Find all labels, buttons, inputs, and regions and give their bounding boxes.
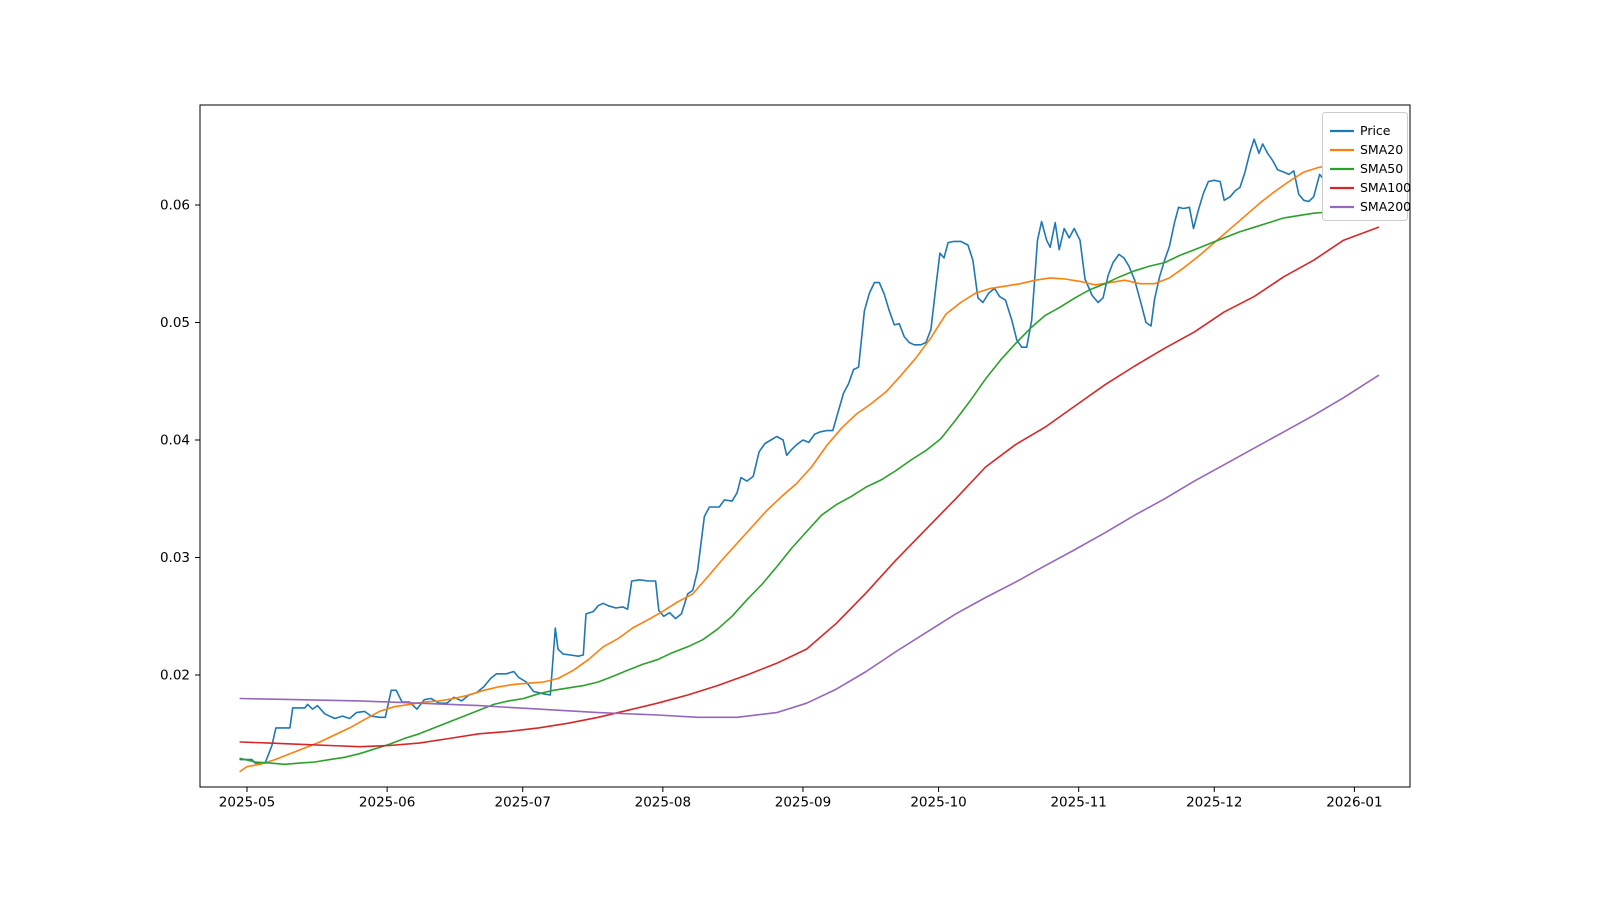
legend-frame xyxy=(1322,112,1408,221)
x-axis-tick-label: 2025-07 xyxy=(495,795,551,811)
sma100-line xyxy=(239,226,1380,748)
x-axis-tick-label: 2025-08 xyxy=(635,795,691,811)
plot-border xyxy=(199,104,1411,788)
x-axis-tick-label: 2025-09 xyxy=(775,795,831,811)
legend-entry: SMA50 xyxy=(1330,161,1403,176)
legend-label-sma20: SMA20 xyxy=(1360,142,1403,157)
y-axis-tick-label: 0.06 xyxy=(160,198,190,214)
legend-box: Price SMA20 SMA50 SMA100 SMA200 xyxy=(1322,112,1411,221)
y-axis-tick-label: 0.04 xyxy=(160,433,190,449)
price-line xyxy=(239,138,1380,764)
x-axis-tick-label: 2025-10 xyxy=(910,795,966,811)
legend-entry: SMA200 xyxy=(1330,199,1411,214)
legend-label-sma50: SMA50 xyxy=(1360,161,1403,176)
y-axis-tick-label: 0.03 xyxy=(160,550,190,566)
legend-label-price: Price xyxy=(1360,123,1391,138)
legend-label-sma200: SMA200 xyxy=(1360,199,1411,214)
series-group xyxy=(239,138,1380,773)
y-axis-tick-label: 0.02 xyxy=(160,668,190,684)
sma50-line xyxy=(239,205,1380,766)
legend-label-sma100: SMA100 xyxy=(1360,180,1411,195)
x-axis-tick-label: 2025-12 xyxy=(1186,795,1242,811)
y-axis-tick-label: 0.05 xyxy=(160,315,190,331)
sma20-line xyxy=(239,161,1380,773)
x-axis-tick-label: 2025-11 xyxy=(1050,795,1106,811)
x-axis-tick-label: 2026-01 xyxy=(1326,795,1382,811)
legend-entry: SMA100 xyxy=(1330,180,1411,195)
legend-entry: SMA20 xyxy=(1330,142,1403,157)
x-axis-tick-label: 2025-05 xyxy=(219,795,275,811)
sma200-line xyxy=(239,374,1380,719)
x-axis-tick-label: 2025-06 xyxy=(359,795,415,811)
legend-entry: Price xyxy=(1330,123,1391,138)
